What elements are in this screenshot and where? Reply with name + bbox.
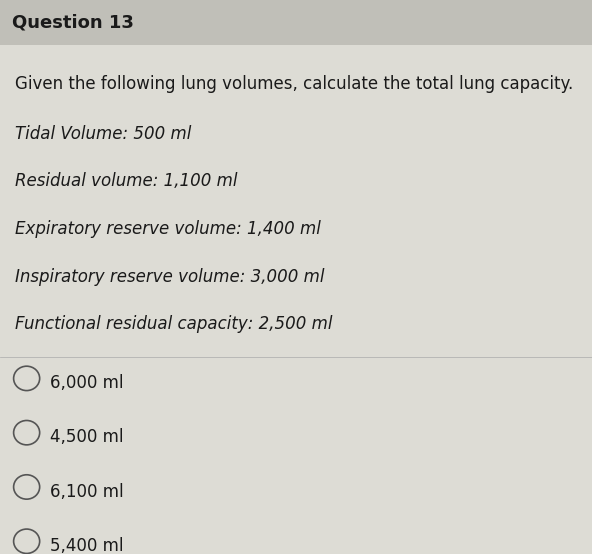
Text: 4,500 ml: 4,500 ml <box>50 428 124 446</box>
Text: Inspiratory reserve volume: 3,000 ml: Inspiratory reserve volume: 3,000 ml <box>15 268 324 285</box>
FancyBboxPatch shape <box>0 0 592 45</box>
Text: Residual volume: 1,100 ml: Residual volume: 1,100 ml <box>15 172 237 190</box>
Text: 6,100 ml: 6,100 ml <box>50 483 124 500</box>
Text: Expiratory reserve volume: 1,400 ml: Expiratory reserve volume: 1,400 ml <box>15 220 321 238</box>
Text: Tidal Volume: 500 ml: Tidal Volume: 500 ml <box>15 125 191 142</box>
FancyBboxPatch shape <box>0 45 592 554</box>
Text: 5,400 ml: 5,400 ml <box>50 537 124 554</box>
Text: Functional residual capacity: 2,500 ml: Functional residual capacity: 2,500 ml <box>15 315 332 333</box>
Text: Given the following lung volumes, calculate the total lung capacity.: Given the following lung volumes, calcul… <box>15 75 573 93</box>
Text: 6,000 ml: 6,000 ml <box>50 374 124 392</box>
Text: Question 13: Question 13 <box>12 14 134 32</box>
